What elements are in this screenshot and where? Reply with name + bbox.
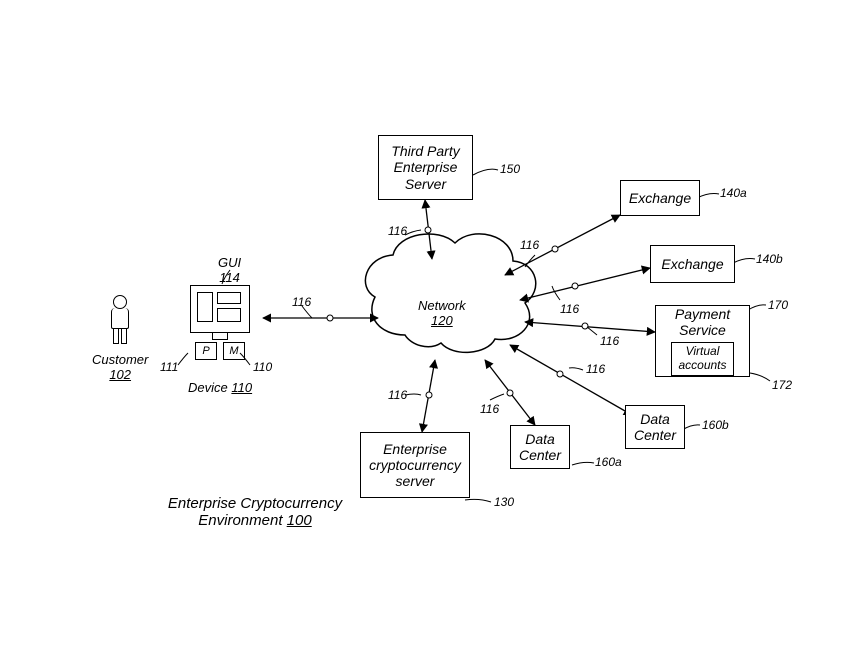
virtual-accounts-box: Virtualaccounts [671,342,733,376]
edge-network-data-b [510,345,632,415]
leader-116-pay [587,327,597,335]
diagram-title: Enterprise Cryptocurrency Environment 10… [155,495,355,529]
third-party-node: Third PartyEnterpriseServer [378,135,473,200]
ref-160a: 160a [595,455,622,469]
leader-140a [697,194,719,199]
device-icon: P M [190,285,250,360]
ref-111: 111 [160,360,178,374]
ecs-node: Enterprisecryptocurrencyserver [360,432,470,498]
leader-116-db [569,368,583,370]
m-unit: M [223,342,245,360]
leader-140b [733,259,755,264]
leader-150 [473,169,498,175]
customer-icon [108,295,132,345]
link-116-3: 116 [520,238,539,252]
link-116-6: 116 [586,362,605,376]
ref-172: 172 [772,378,792,392]
ref-130: 130 [494,495,514,509]
leader-172 [750,373,770,381]
third-party-label: Third PartyEnterpriseServer [391,143,459,191]
ref-110m: 110 [253,360,272,374]
payment-label: PaymentService [675,306,730,338]
network-cloud [365,234,535,352]
device-label: Device 110 [188,380,252,395]
ref-140a: 140a [720,186,747,200]
ref-170: 170 [768,298,788,312]
link-116-4: 116 [560,302,579,316]
leader-130 [465,499,491,502]
data-center-a-node: DataCenter [510,425,570,469]
ref-150: 150 [500,162,520,176]
leader-116-da [490,394,504,400]
ref-160b: 160b [702,418,729,432]
link-116-1: 116 [292,295,311,309]
payment-node: PaymentService Virtualaccounts [655,305,750,377]
link-116-8: 116 [388,388,407,402]
leader-116-eb [552,286,560,300]
network-label: Network 120 [418,298,466,328]
edge-network-payment [525,322,655,332]
diagram-stage: Customer 102 P M GUI 114 111 110 Device … [0,0,865,672]
link-116-5: 116 [600,334,619,348]
exchange-b-node: Exchange [650,245,735,283]
gui-label: GUI 114 [218,255,241,285]
exchange-a-node: Exchange [620,180,700,216]
leader-111 [178,353,188,365]
customer-label: Customer 102 [92,352,148,382]
leader-160a [572,462,594,465]
link-116-2: 116 [388,224,407,238]
ref-140b: 140b [756,252,783,266]
link-116-7: 116 [480,402,499,416]
leader-170 [748,305,766,310]
data-center-b-node: DataCenter [625,405,685,449]
leader-116-ecs [405,394,421,395]
edge-network-exch-b [520,268,650,300]
leader-116-ea [525,255,535,267]
p-unit: P [195,342,217,360]
